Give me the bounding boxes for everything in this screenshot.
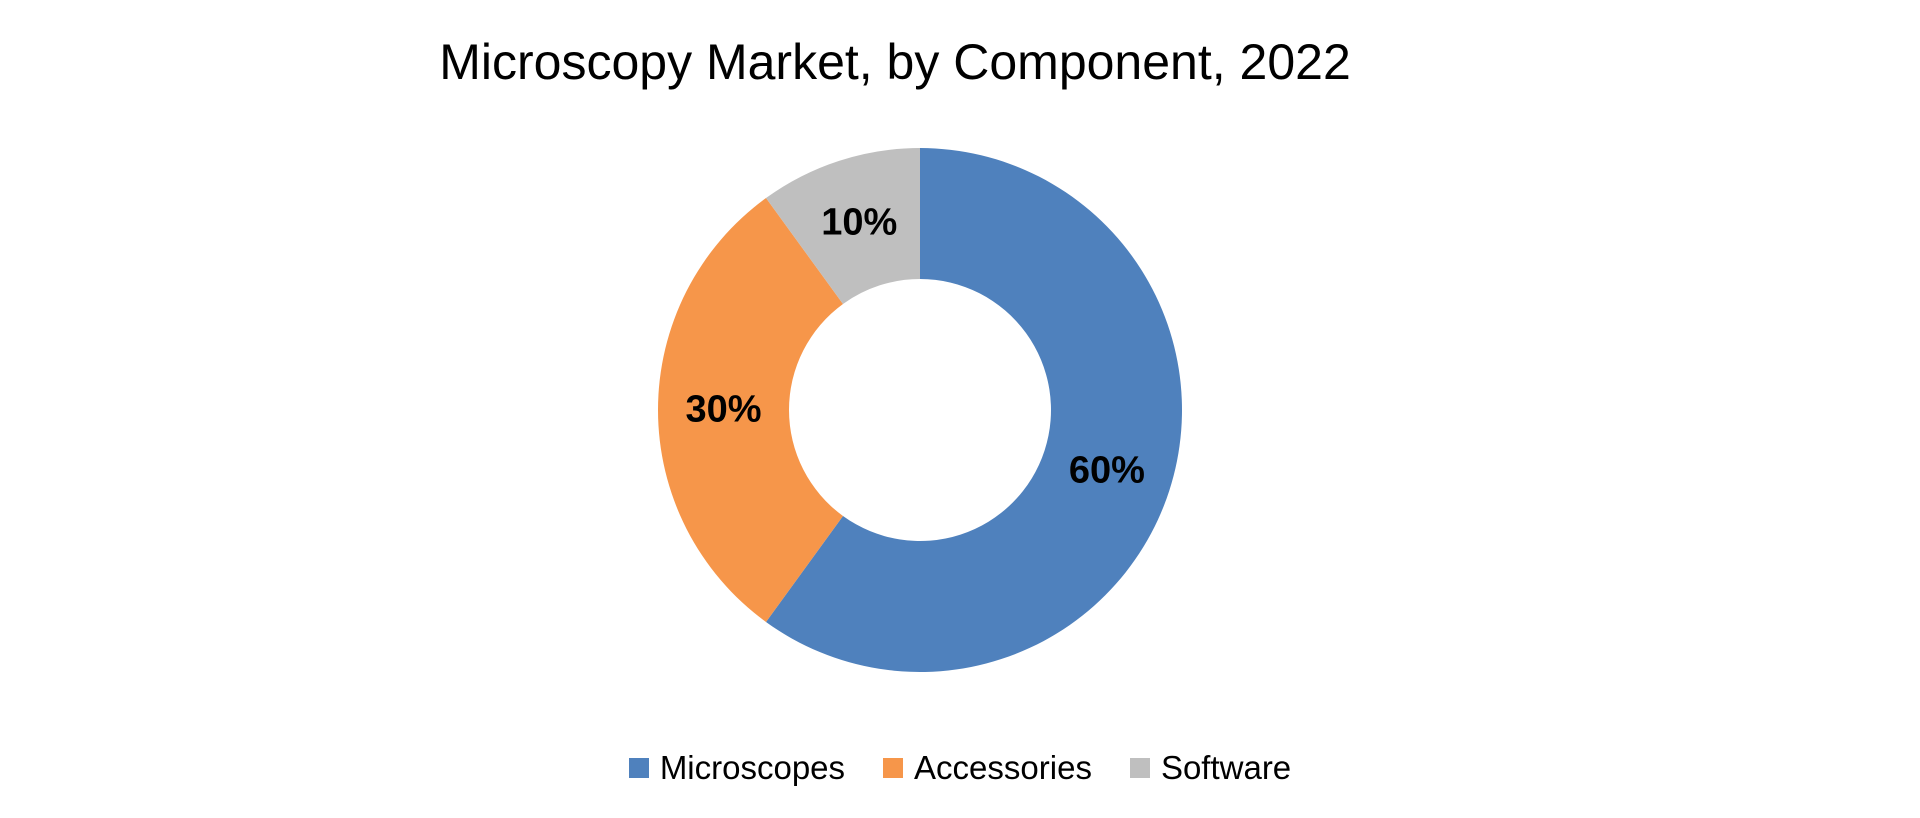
- donut-chart: [658, 148, 1182, 672]
- legend-item-microscopes: Microscopes: [628, 748, 846, 788]
- chart-title: Microscopy Market, by Component, 2022: [439, 34, 1351, 90]
- legend-label-accessories: Accessories: [914, 749, 1092, 786]
- legend-swatch-microscopes: [628, 758, 649, 778]
- legend: Microscopes Accessories Software: [0, 744, 1920, 792]
- donut-segment-accessories: [658, 198, 844, 622]
- legend-item-software: Software: [1129, 748, 1292, 788]
- donut-segment-microscopes: [766, 148, 1182, 672]
- legend-swatch-accessories: [883, 758, 904, 778]
- legend-item-accessories: Accessories: [883, 748, 1092, 788]
- legend-label-software: Software: [1160, 749, 1292, 786]
- donut-segment-software: [766, 148, 920, 305]
- legend-label-microscopes: Microscopes: [659, 749, 846, 786]
- legend-swatch-software: [1129, 758, 1150, 778]
